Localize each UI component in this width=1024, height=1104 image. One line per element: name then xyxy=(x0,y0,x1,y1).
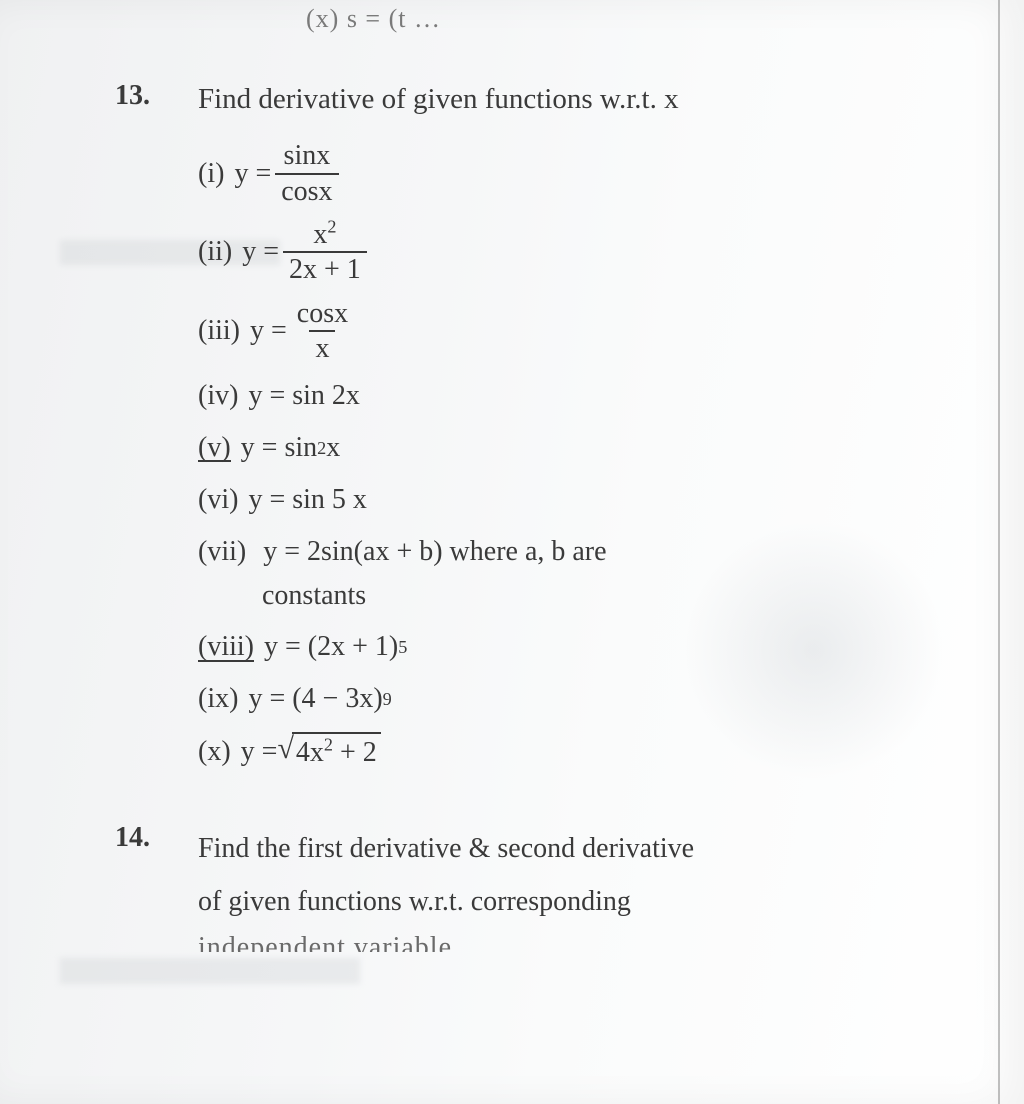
roman-numeral: (viii) xyxy=(198,628,254,666)
stem-cutoff: independent variable xyxy=(198,934,452,952)
num-base: x xyxy=(313,219,327,250)
rad-a: 4x xyxy=(296,737,324,768)
equation-text: y = sin 5 x xyxy=(248,481,366,519)
square-root: √ 4x2 + 2 xyxy=(277,732,380,772)
item-vii: (vii) y = 2sin(ax + b) where a, b are xyxy=(198,533,984,571)
roman-numeral: (iii) xyxy=(198,312,240,350)
numerator: sinx xyxy=(278,141,337,172)
item-iii: (iii) y = cosx x xyxy=(198,299,984,364)
question-stem: Find derivative of given functions w.r.t… xyxy=(198,80,984,119)
fraction: sinx cosx xyxy=(275,141,338,206)
equation-lhs: y = xyxy=(234,155,271,193)
equation-line1: y = 2sin(ax + b) where a, b are xyxy=(263,536,606,567)
underline: (viii) xyxy=(198,634,254,661)
denominator: cosx xyxy=(275,173,338,206)
numerator: x2 xyxy=(307,220,342,251)
rad-b: + 2 xyxy=(333,737,377,768)
previous-question-fragment: (x) s = (t … xyxy=(306,4,441,34)
equation-pre: y = (4 − 3x) xyxy=(248,680,382,718)
question-14: 14. Find the first derivative & second d… xyxy=(0,822,984,982)
question-body: Find the first derivative & second deriv… xyxy=(198,822,984,982)
item-ii: (ii) y = x2 2x + 1 xyxy=(198,220,984,285)
equation-post: x xyxy=(326,429,340,467)
question-body: Find derivative of given functions w.r.t… xyxy=(198,80,984,786)
equation-line2: constants xyxy=(262,577,366,615)
roman-numeral: (ix) xyxy=(198,680,238,718)
fraction: cosx x xyxy=(291,299,354,364)
stem-line-1: Find the first derivative & second deriv… xyxy=(198,822,984,875)
margin-rule xyxy=(998,0,1000,1104)
roman-numeral: (vi) xyxy=(198,481,238,519)
stem-line-2: of given functions w.r.t. corresponding xyxy=(198,875,984,928)
equation-text: y = sin 2x xyxy=(248,377,359,415)
item-x: (x) y = √ 4x2 + 2 xyxy=(198,732,984,772)
equation-lhs: y = xyxy=(242,233,279,271)
item-vi: (vi) y = sin 5 x xyxy=(198,481,984,519)
radicand: 4x2 + 2 xyxy=(292,732,381,772)
underline: (v) xyxy=(198,435,231,462)
content-block: 13. Find derivative of given functions w… xyxy=(0,80,984,981)
denominator: x xyxy=(309,330,335,363)
roman-numeral: (vii) xyxy=(198,536,246,567)
roman-numeral: (ii) xyxy=(198,233,232,271)
rad-exponent: 2 xyxy=(324,735,333,755)
item-iv: (iv) y = sin 2x xyxy=(198,377,984,415)
roman-numeral: (v) xyxy=(198,429,231,467)
num-exponent: 2 xyxy=(327,217,336,237)
question-number: 14. xyxy=(0,822,198,854)
question-13: 13. Find derivative of given functions w… xyxy=(0,80,984,786)
item-ix: (ix) y = (4 − 3x)9 xyxy=(198,680,984,718)
equation-lhs: y = xyxy=(250,312,287,350)
fraction: x2 2x + 1 xyxy=(283,220,367,285)
page: (x) s = (t … 13. Find derivative of give… xyxy=(0,0,1024,1104)
item-vii-cont: constants xyxy=(198,577,984,615)
roman-numeral: (iv) xyxy=(198,377,238,415)
roman-numeral: (x) xyxy=(198,733,231,771)
item-v: (v) y = sin2x xyxy=(198,429,984,467)
equation-pre: y = (2x + 1) xyxy=(264,628,398,666)
numerator: cosx xyxy=(291,299,354,330)
item-viii: (viii) y = (2x + 1)5 xyxy=(198,628,984,666)
equation-pre: y = sin xyxy=(241,429,317,467)
denominator: 2x + 1 xyxy=(283,251,367,284)
roman-numeral: (i) xyxy=(198,155,224,193)
item-i: (i) y = sinx cosx xyxy=(198,141,984,206)
question-number: 13. xyxy=(0,80,198,112)
equation-pre: y = xyxy=(241,733,278,771)
